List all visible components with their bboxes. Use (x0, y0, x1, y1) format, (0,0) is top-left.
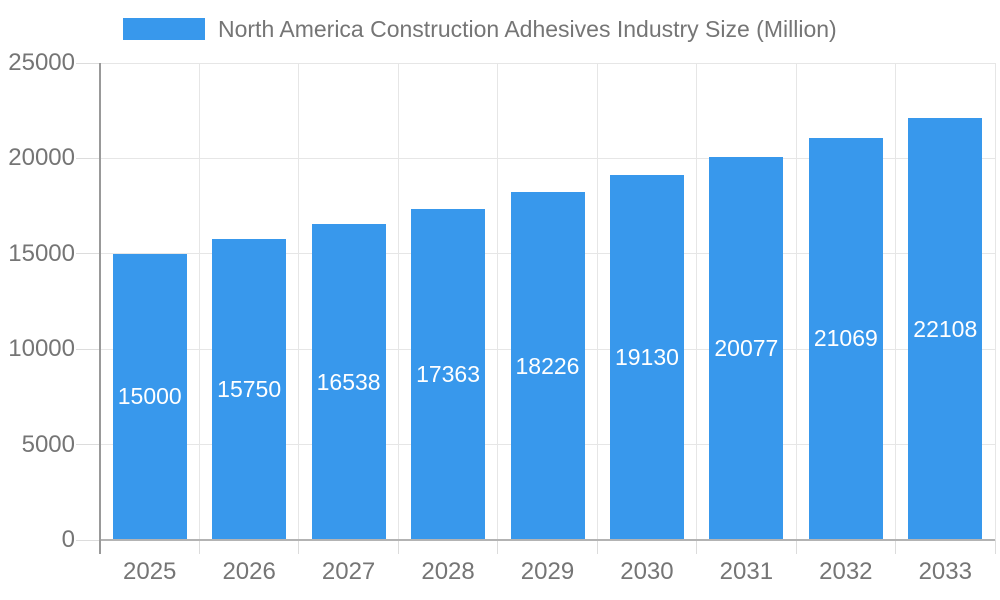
x-tick-label: 2032 (819, 558, 873, 585)
x-tick-label: 2027 (321, 558, 376, 585)
bar[interactable]: 19130 (609, 174, 684, 540)
v-gridline (397, 63, 399, 540)
v-gridline (198, 63, 200, 540)
x-axis-tick (198, 540, 200, 554)
v-gridline (994, 63, 996, 540)
v-gridline (895, 63, 897, 540)
y-tick-label: 10000 (8, 335, 75, 363)
y-tick-label: 25000 (8, 49, 75, 76)
y-axis-tick (76, 253, 100, 255)
bar-value-label: 17363 (416, 360, 481, 387)
v-gridline (298, 63, 300, 540)
bar-value-label: 18226 (515, 352, 580, 379)
y-axis-tick (76, 62, 100, 64)
y-axis-tick (76, 444, 100, 446)
x-tick-label: 2033 (918, 558, 972, 585)
x-axis-tick (596, 540, 598, 554)
x-tick-label: 2030 (620, 558, 674, 585)
y-axis-tick (76, 157, 100, 159)
x-axis-tick (497, 540, 499, 554)
bar[interactable]: 15000 (112, 253, 187, 540)
x-axis-tick (298, 540, 300, 554)
bar[interactable]: 16538 (311, 224, 386, 540)
y-tick-label: 0 (61, 526, 75, 553)
bar-value-label: 15750 (217, 376, 282, 403)
legend-swatch (123, 18, 205, 40)
bar-value-label: 22108 (913, 315, 978, 342)
v-gridline (497, 63, 499, 540)
legend[interactable]: North America Construction Adhesives Ind… (123, 16, 837, 42)
bar-value-label: 15000 (117, 383, 182, 410)
x-axis-tick (397, 540, 399, 554)
x-tick-label: 2025 (123, 558, 177, 585)
x-axis-tick (696, 540, 698, 554)
x-tick-label: 2029 (520, 558, 575, 585)
bar-value-label: 20077 (714, 334, 779, 361)
y-axis-tick (76, 539, 100, 541)
v-gridline (596, 63, 598, 540)
h-gridline (100, 157, 995, 159)
bar[interactable]: 15750 (212, 239, 287, 540)
x-tick-label: 2031 (719, 558, 774, 585)
x-axis-tick (895, 540, 897, 554)
y-axis-line (98, 63, 101, 554)
bar[interactable]: 17363 (411, 208, 486, 540)
y-tick-label: 15000 (8, 239, 75, 267)
x-tick-label: 2028 (421, 558, 475, 585)
x-axis-tick (994, 540, 996, 554)
x-axis-baseline (100, 539, 995, 541)
bar[interactable]: 18226 (510, 192, 585, 540)
y-tick-label: 5000 (21, 430, 75, 458)
legend-label: North America Construction Adhesives Ind… (218, 16, 837, 42)
bar[interactable]: 21069 (808, 138, 883, 540)
bar-value-label: 16538 (316, 368, 381, 395)
bar-value-label: 19130 (614, 343, 679, 370)
h-gridline (100, 62, 995, 64)
y-tick-label: 20000 (8, 144, 75, 172)
v-gridline (696, 63, 698, 540)
x-axis-tick (795, 540, 797, 554)
v-gridline (795, 63, 797, 540)
bar[interactable]: 20077 (709, 156, 784, 540)
y-axis-tick (76, 348, 100, 350)
bar[interactable]: 22108 (908, 118, 983, 540)
x-tick-label: 2026 (222, 558, 276, 585)
bar-value-label: 21069 (813, 325, 878, 352)
